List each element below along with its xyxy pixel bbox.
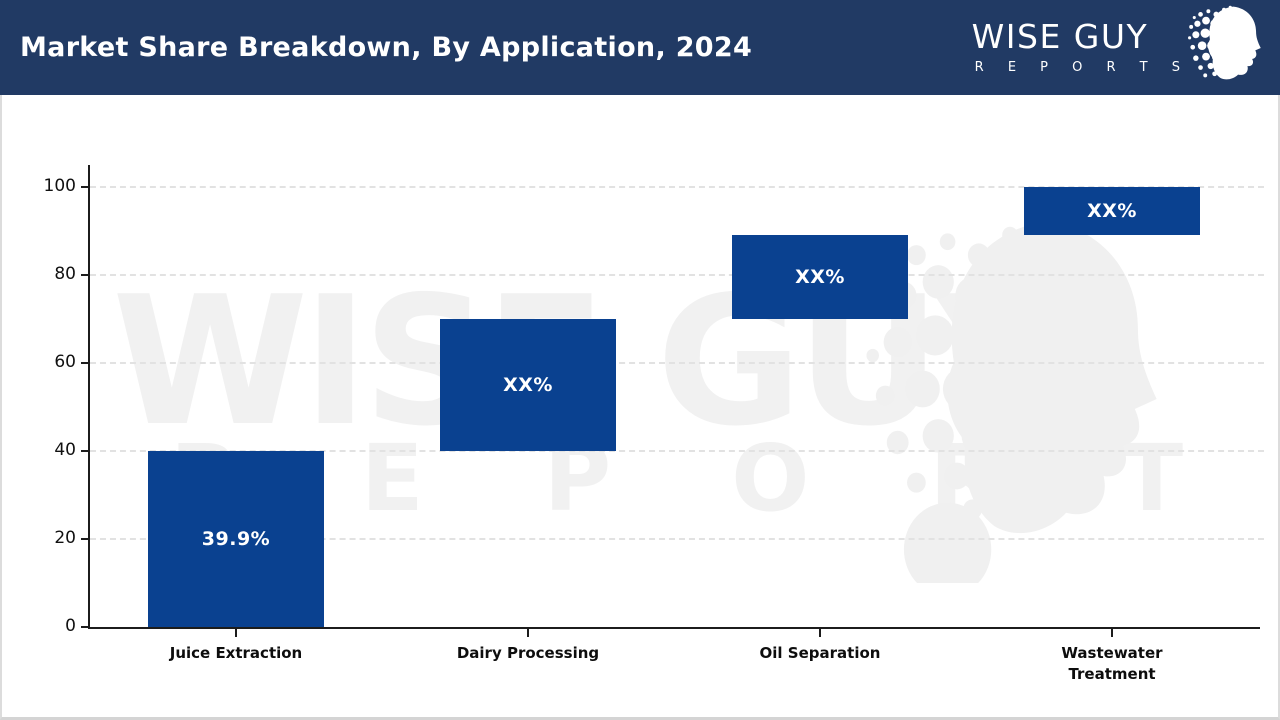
x-tick-mark: [235, 629, 237, 637]
bar-value-label: 39.9%: [201, 528, 271, 551]
y-tick-mark: [81, 186, 90, 188]
x-axis-category-label: Oil Separation: [759, 644, 881, 662]
gridline-80: [90, 274, 1264, 276]
brand-logo-text: WISE GUY R E P O R T S: [972, 20, 1190, 75]
brand-logo: WISE GUY R E P O R T S: [972, 5, 1264, 91]
chart-figure: WISE GUY R E P O R T S 02040608010039.9%…: [0, 95, 1280, 720]
y-tick-label: 60: [54, 352, 76, 372]
y-tick-mark: [81, 362, 90, 364]
y-tick-mark: [81, 538, 90, 540]
x-axis-category-label: Juice Extraction: [169, 644, 303, 662]
watermark-head-icon: [866, 218, 1157, 583]
brand-head-icon: [1188, 5, 1261, 79]
bar-2: XX%: [440, 319, 616, 452]
bar-value-label: XX%: [1087, 200, 1137, 223]
bar-1: 39.9%: [148, 451, 324, 627]
bar-3: XX%: [732, 235, 908, 319]
x-tick-mark: [1111, 629, 1113, 637]
x-axis-line: [88, 627, 1260, 629]
plot-area: 0 20 40 60 80 100 39.9% Juice Extraction XX% Dair…: [2, 95, 1278, 717]
bar-value-label: XX%: [795, 266, 845, 289]
y-tick-label: 20: [54, 528, 76, 548]
x-tick-mark: [527, 629, 529, 637]
brand-name: WISE GUY: [971, 17, 1149, 56]
y-tick-label: 80: [54, 264, 76, 284]
gridline-100: [90, 186, 1264, 188]
y-tick-label: 40: [54, 440, 76, 460]
y-tick-mark: [81, 626, 90, 628]
x-tick-mark: [819, 629, 821, 637]
bar-value-label: XX%: [503, 374, 553, 397]
gridline-20: [90, 538, 1264, 540]
y-tick-mark: [81, 450, 90, 452]
header-bar: Market Share Breakdown, By Application, …: [0, 0, 1280, 95]
y-tick-label: 0: [65, 616, 76, 636]
x-axis-category-label: Dairy Processing: [456, 644, 600, 662]
gridline-60: [90, 362, 1264, 364]
brand-subtitle: R E P O R T S: [974, 60, 1190, 75]
bar-4: XX%: [1024, 187, 1200, 236]
y-tick-mark: [81, 274, 90, 276]
gridline-40: [90, 450, 1264, 452]
y-tick-label: 100: [43, 176, 76, 196]
chart-title: Market Share Breakdown, By Application, …: [20, 32, 753, 63]
y-axis-line: [88, 165, 90, 629]
x-axis-category-label: Wastewater Treatment: [1061, 644, 1163, 683]
